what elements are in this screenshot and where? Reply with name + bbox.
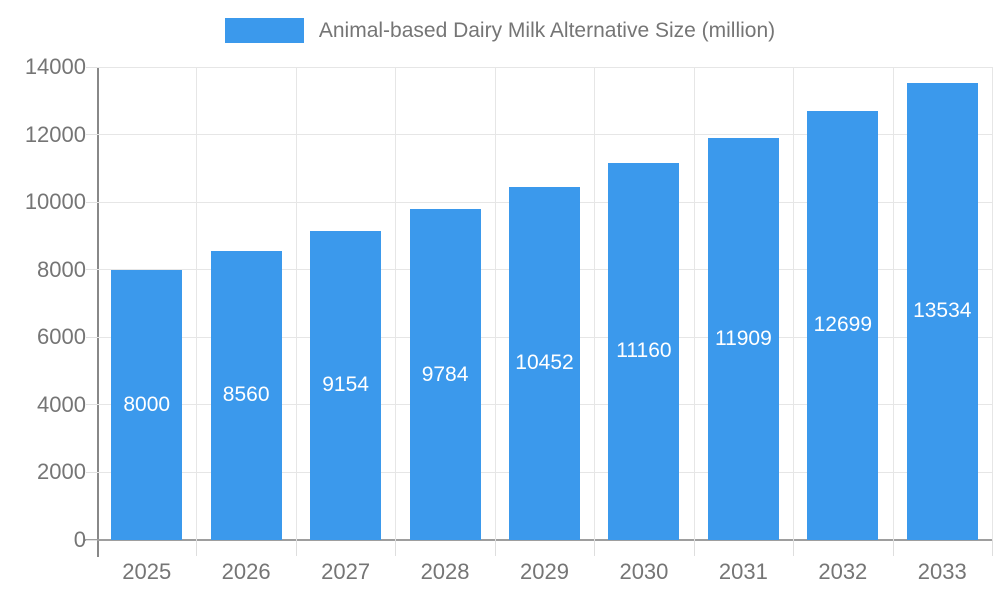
bar-value-label: 13534 [913, 299, 972, 323]
legend-label: Animal-based Dairy Milk Alternative Size… [318, 18, 776, 42]
y-axis-tick [86, 471, 97, 473]
legend[interactable]: Animal-based Dairy Milk Alternative Size… [0, 18, 1000, 43]
y-axis-tick [86, 336, 97, 338]
gridline-v [792, 67, 794, 540]
bar-value-label: 8000 [123, 392, 171, 416]
bar-value-label: 8560 [222, 383, 270, 407]
gridline-v [892, 67, 894, 540]
x-axis-tick [295, 540, 297, 556]
x-axis-label: 2030 [619, 559, 669, 584]
gridline-h [97, 66, 992, 68]
y-axis-label: 4000 [37, 391, 86, 417]
gridline-v [991, 67, 993, 540]
bar-2025[interactable] [111, 269, 183, 540]
x-axis-label: 2031 [718, 559, 768, 584]
y-axis-label: 14000 [24, 54, 86, 79]
bar-value-label: 12699 [813, 313, 873, 337]
gridline-v [195, 67, 197, 540]
plot-area: 0 2000 4000 6000 8000 10000 12000 14000 8000 2025… [25, 55, 993, 584]
bar-2033[interactable] [906, 82, 978, 540]
y-axis-tick [86, 539, 97, 541]
x-axis-tick [892, 540, 894, 556]
y-axis-label: 10000 [24, 189, 86, 215]
y-axis-tick [86, 269, 97, 271]
legend-swatch-icon [224, 18, 304, 43]
x-axis-tick [991, 540, 993, 556]
y-axis-label: 0 [73, 527, 86, 552]
gridline-h [97, 134, 992, 136]
y-axis-label: 12000 [24, 121, 86, 147]
y-axis-line [97, 67, 99, 557]
y-axis-label: 2000 [37, 459, 86, 485]
x-axis-tick [394, 540, 396, 556]
y-axis-tick [86, 66, 97, 68]
x-axis-label: 2025 [122, 559, 172, 584]
x-axis-label: 2029 [520, 559, 569, 584]
x-axis-label: 2026 [221, 559, 271, 584]
x-axis-tick [195, 540, 197, 556]
x-axis-label: 2033 [917, 559, 967, 584]
bar-2031[interactable] [707, 137, 779, 540]
bar-2027[interactable] [310, 230, 382, 540]
bar-value-label: 9154 [322, 373, 369, 397]
bar-2028[interactable] [409, 209, 481, 540]
x-axis-tick [593, 540, 595, 556]
y-axis-label: 6000 [37, 324, 86, 350]
y-axis-tick [86, 404, 97, 406]
gridline-v [295, 67, 297, 540]
bar-value-label: 9784 [421, 362, 469, 386]
y-axis-tick [86, 134, 97, 136]
x-axis-tick [792, 540, 794, 556]
x-axis-label: 2027 [321, 559, 371, 584]
x-axis-tick [693, 540, 695, 556]
gridline-v [593, 67, 595, 540]
bar-value-label: 11909 [714, 326, 772, 350]
bar-value-label: 10452 [515, 351, 574, 375]
gridline-v [693, 67, 695, 540]
y-axis-tick [86, 201, 97, 203]
bar-2026[interactable] [210, 250, 282, 540]
gridline-v [394, 67, 396, 540]
x-axis-line [85, 539, 992, 541]
gridline-v [494, 67, 496, 540]
bar-2030[interactable] [608, 162, 680, 540]
y-axis-label: 8000 [37, 256, 86, 282]
bar-value-label: 11160 [616, 339, 672, 363]
x-axis-tick [494, 540, 496, 556]
bar-2032[interactable] [807, 110, 879, 540]
x-axis-label: 2032 [818, 559, 868, 584]
x-axis-label: 2028 [420, 559, 470, 584]
bar-2029[interactable] [509, 186, 580, 540]
